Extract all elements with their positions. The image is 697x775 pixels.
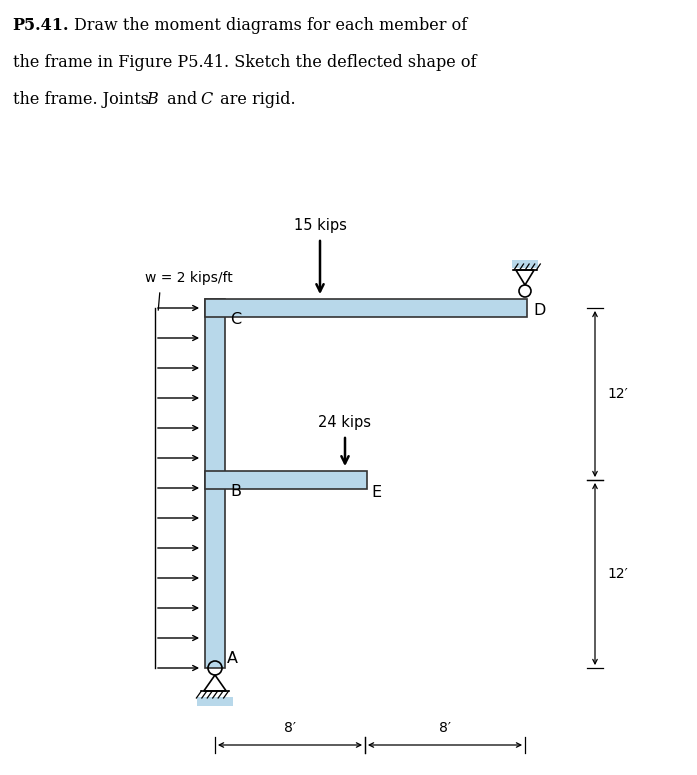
Polygon shape: [204, 675, 227, 691]
Text: B: B: [146, 91, 158, 108]
Text: and: and: [162, 91, 202, 108]
Text: 15 kips: 15 kips: [293, 218, 346, 233]
Text: 8′: 8′: [284, 721, 296, 735]
Text: 8′: 8′: [439, 721, 451, 735]
Text: Draw the moment diagrams for each member of: Draw the moment diagrams for each member…: [74, 17, 467, 34]
Text: E: E: [371, 485, 381, 500]
Text: C: C: [230, 312, 241, 327]
Text: B: B: [230, 484, 241, 499]
Text: A: A: [227, 651, 238, 666]
Text: C: C: [200, 91, 213, 108]
Bar: [205, 299, 225, 668]
Bar: [197, 697, 233, 706]
Text: the frame. Joints: the frame. Joints: [13, 91, 153, 108]
Bar: [512, 260, 538, 268]
Text: D: D: [533, 303, 545, 318]
Text: are rigid.: are rigid.: [215, 91, 296, 108]
Polygon shape: [516, 270, 534, 285]
Text: 12′: 12′: [607, 567, 628, 581]
Bar: [205, 471, 367, 489]
Text: P5.41.: P5.41.: [13, 17, 69, 34]
Bar: [205, 299, 527, 317]
Text: the frame in Figure P5.41. Sketch the deflected shape of: the frame in Figure P5.41. Sketch the de…: [13, 54, 476, 71]
Text: 12′: 12′: [607, 387, 628, 401]
Text: w = 2 kips/ft: w = 2 kips/ft: [145, 271, 233, 285]
Text: 24 kips: 24 kips: [319, 415, 372, 430]
